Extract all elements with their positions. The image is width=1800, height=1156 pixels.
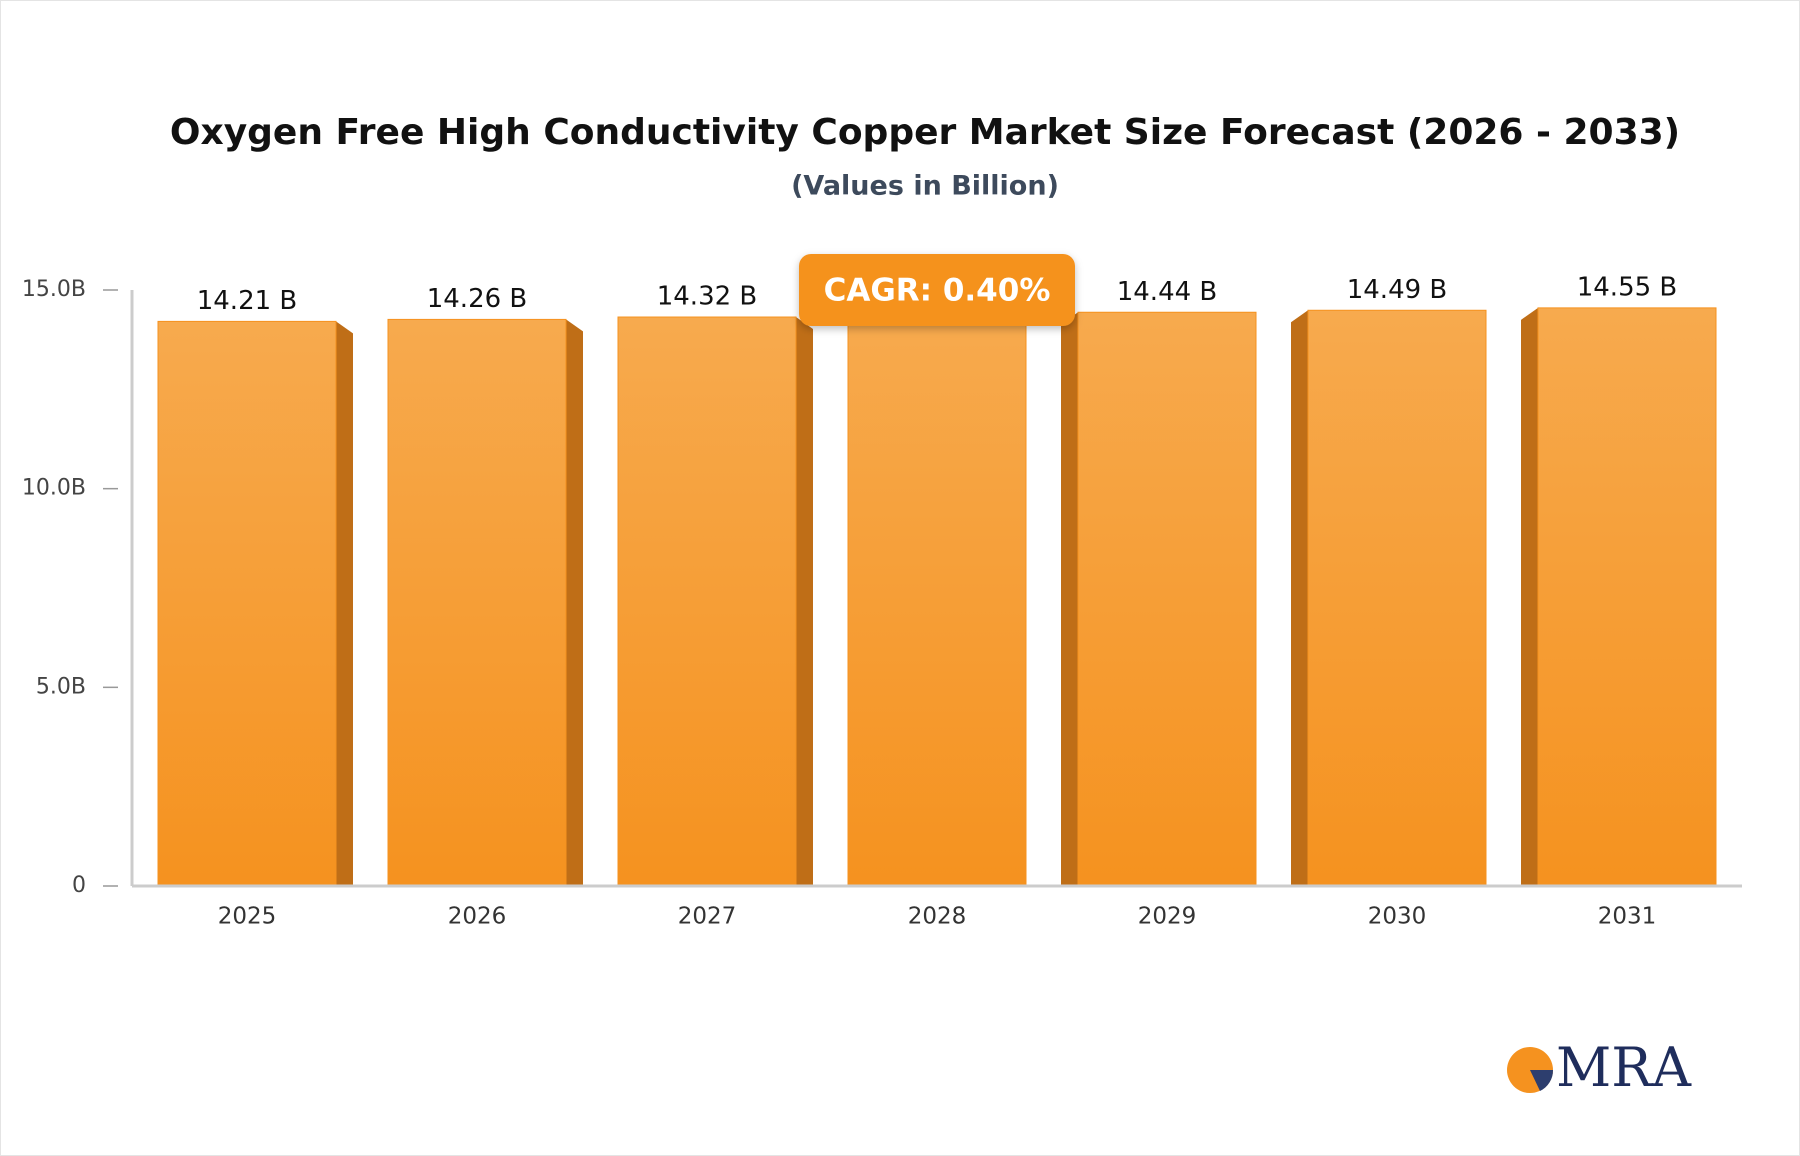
bar <box>1537 307 1717 887</box>
bar-side <box>336 321 353 886</box>
x-tick-label: 2026 <box>448 904 507 930</box>
x-tick-label: 2031 <box>1598 904 1657 930</box>
bar-side <box>1061 312 1078 886</box>
bar-side <box>566 319 583 886</box>
bar <box>387 318 567 887</box>
logo-text: MRA <box>1556 1036 1692 1099</box>
chart-subtitle: (Values in Billion) <box>791 171 1059 202</box>
x-tick-label: 2027 <box>678 904 737 930</box>
logo: MRA <box>1507 1036 1692 1099</box>
bar <box>157 320 337 887</box>
bar-side <box>1521 307 1538 886</box>
logo-icon-slice <box>1530 1070 1554 1091</box>
x-tick-label: 2028 <box>908 904 967 930</box>
value-label: 14.44 B <box>1117 277 1218 307</box>
x-tick-label: 2025 <box>218 904 277 930</box>
bar-side <box>1291 310 1308 886</box>
x-tick-label: 2029 <box>1138 904 1197 930</box>
bar-side <box>796 317 813 886</box>
value-label: 14.32 B <box>657 282 758 312</box>
value-label: 14.49 B <box>1347 275 1448 305</box>
bar <box>1077 311 1257 887</box>
y-tick-label: 15.0B <box>22 277 86 302</box>
value-label: 14.26 B <box>427 284 528 314</box>
chart-title: Oxygen Free High Conductivity Copper Mar… <box>170 112 1680 153</box>
cagr-badge: CAGR: 0.40% <box>799 254 1075 326</box>
cagr-badge-text: CAGR: 0.40% <box>824 273 1051 309</box>
bar <box>847 314 1027 887</box>
y-tick-label: 10.0B <box>22 476 86 501</box>
x-tick-label: 2030 <box>1368 904 1427 930</box>
value-label: 14.21 B <box>197 286 298 316</box>
bar <box>1307 309 1487 887</box>
y-tick-label: 0 <box>72 873 86 898</box>
y-tick-label: 5.0B <box>36 674 86 699</box>
value-label: 14.55 B <box>1577 272 1678 302</box>
cagr-badge-box <box>799 254 1075 326</box>
bar <box>617 316 797 887</box>
